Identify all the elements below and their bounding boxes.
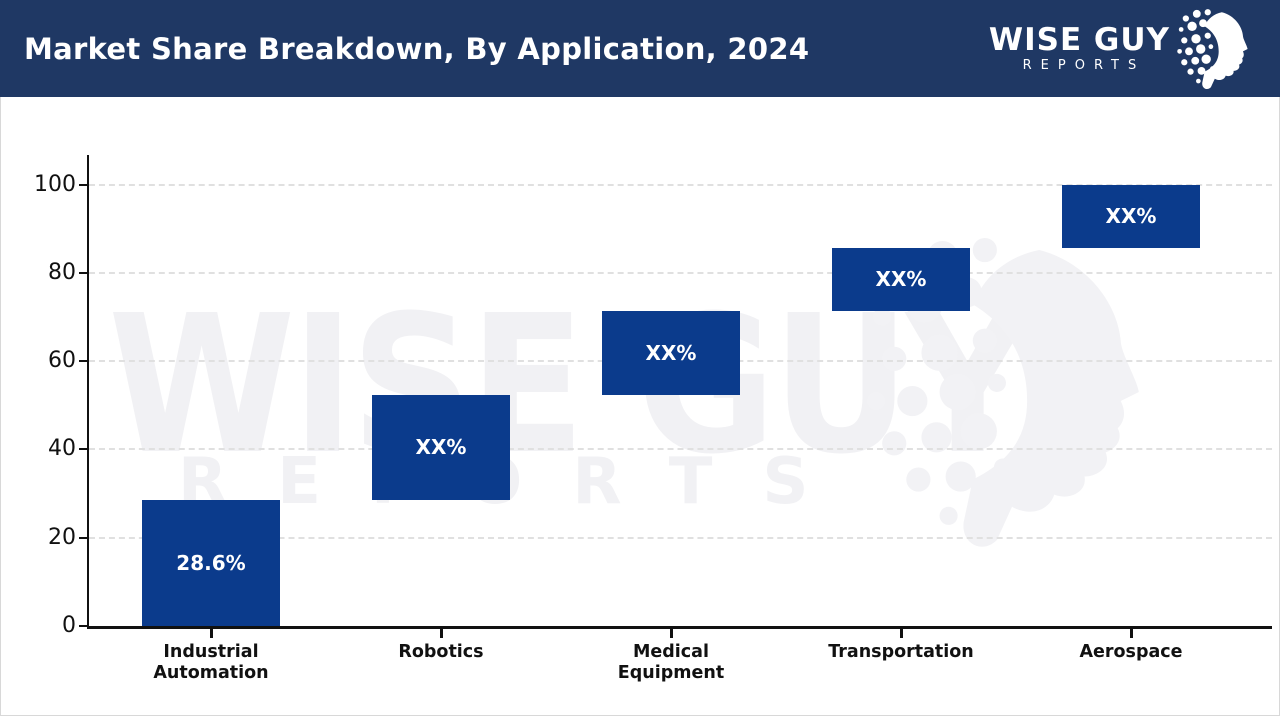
- gridline-20: [89, 536, 1272, 539]
- bar-segment: 28.6%: [142, 499, 280, 626]
- x-tick-mark: [1129, 629, 1133, 638]
- x-axis-line: [87, 626, 1272, 629]
- logo-text: WISE GUY REPORTS: [988, 21, 1170, 73]
- y-tick-label: 80: [48, 259, 76, 285]
- x-category-label: Industrial Automation: [153, 642, 269, 683]
- y-tick-label: 60: [48, 348, 76, 374]
- y-tick-label: 40: [48, 436, 76, 462]
- x-tick-mark: [209, 629, 213, 638]
- bar-segment: XX%: [602, 310, 740, 395]
- waterfall-chart: WISE GUY REPORTS 0 20 40 60 80 100 28.6% Indust…: [0, 97, 1280, 717]
- bar-segment: XX%: [372, 394, 510, 500]
- y-tick-mark: [79, 360, 88, 363]
- wise-guy-reports-logo: WISE GUY REPORTS: [989, 6, 1256, 92]
- y-tick-label: 20: [48, 524, 76, 550]
- x-category-label: Aerospace: [1079, 642, 1183, 662]
- y-tick-mark: [79, 271, 88, 274]
- bar-segment: XX%: [832, 247, 970, 311]
- x-category-label: Transportation: [828, 642, 974, 662]
- bar-value-label: XX%: [415, 435, 467, 460]
- x-tick-mark: [439, 629, 443, 638]
- bar-value-label: XX%: [645, 340, 697, 365]
- gridline-100: [89, 183, 1272, 186]
- y-tick-label: 0: [62, 613, 76, 638]
- header-bar: Market Share Breakdown, By Application, …: [0, 0, 1280, 97]
- logo-subtitle: REPORTS: [1022, 57, 1146, 73]
- bar-segment: XX%: [1062, 184, 1200, 248]
- y-tick-mark: [79, 448, 88, 451]
- logo-wordmark: WISE GUY: [988, 21, 1170, 58]
- bar-value-label: XX%: [875, 267, 927, 292]
- x-category-label: Robotics: [398, 642, 484, 662]
- bar-value-label: 28.6%: [176, 550, 246, 575]
- x-category-label: Medical Equipment: [617, 642, 725, 683]
- x-tick-mark: [899, 629, 903, 638]
- x-tick-mark: [669, 629, 673, 638]
- y-tick-mark: [79, 183, 88, 186]
- y-tick-mark: [79, 625, 88, 627]
- dotted-head-profile-icon: [1172, 6, 1256, 92]
- y-tick-label: 100: [34, 171, 76, 197]
- chart-title: Market Share Breakdown, By Application, …: [24, 31, 810, 66]
- gridline-80: [89, 271, 1272, 274]
- y-tick-mark: [79, 536, 88, 539]
- gridline-40: [89, 448, 1272, 451]
- watermark-subtitle: REPORTS: [178, 445, 859, 519]
- bar-value-label: XX%: [1105, 204, 1157, 229]
- y-axis-line: [87, 155, 89, 629]
